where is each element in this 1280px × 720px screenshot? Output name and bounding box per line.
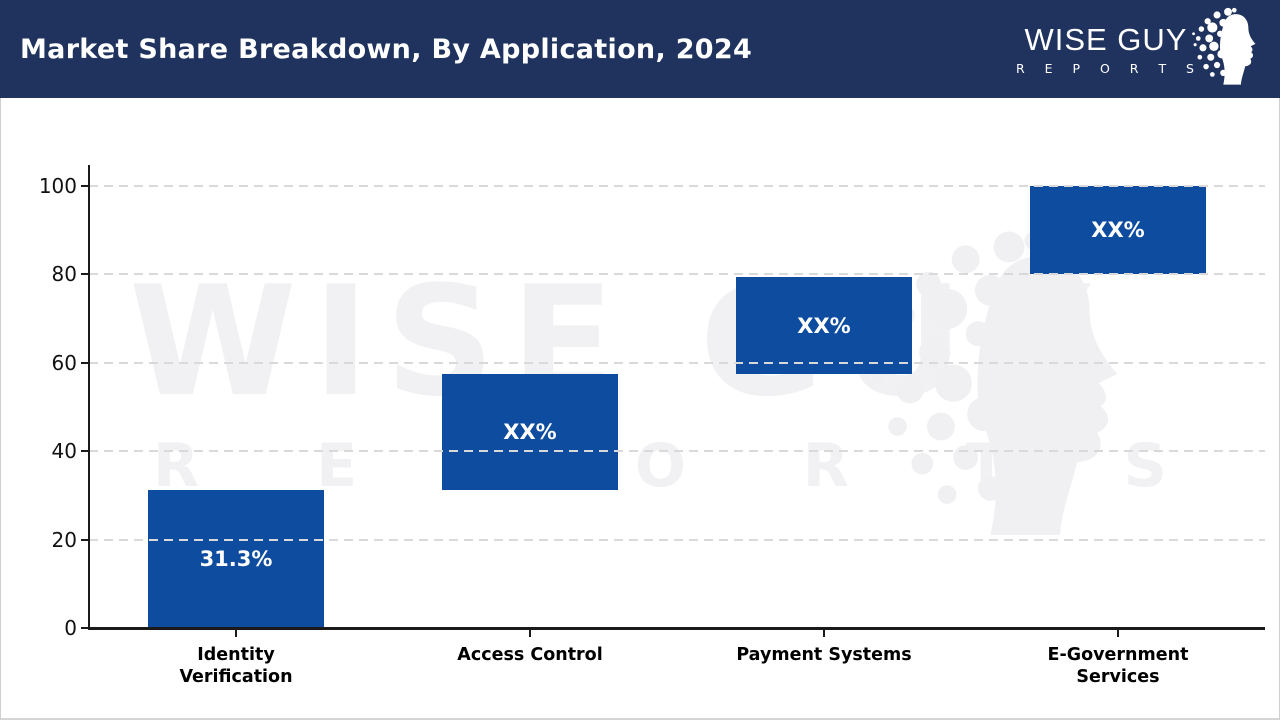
logo-wordmark: WISE GUY	[1024, 22, 1188, 57]
chart-area: WISE GUY R E P O R T S 0 20 40 60 80 100 31.3%…	[0, 98, 1280, 720]
x-axis-line	[88, 627, 1265, 630]
x-axis-category-label: Payment Systems	[736, 645, 912, 665]
header-banner: Market Share Breakdown, By Application, …	[0, 0, 1280, 98]
x-axis-category-label: E-Government Services	[1047, 645, 1189, 687]
y-axis-tick-label: 80	[51, 262, 77, 287]
y-axis-tick-label: 100	[38, 174, 77, 198]
x-axis-tick	[823, 629, 825, 637]
x-axis-tick	[529, 629, 531, 637]
x-axis-tick	[235, 629, 237, 637]
x-axis-category-label: Access Control	[457, 645, 603, 665]
bar-value-label: XX%	[503, 419, 557, 444]
logo-subtext: R E P O R T S	[1015, 61, 1202, 76]
wise-guy-logo: WISE GUY R E P O R T S	[1010, 4, 1268, 94]
x-axis-category-label: Identity Verification	[179, 645, 293, 687]
y-axis-tick	[81, 450, 88, 453]
y-axis-tick-label: 20	[51, 527, 77, 552]
waterfall-bar	[442, 373, 618, 490]
gridline	[89, 361, 1265, 364]
gridline	[89, 185, 1265, 187]
page-title: Market Share Breakdown, By Application, …	[20, 33, 753, 65]
y-axis-tick-label: 40	[51, 439, 77, 464]
gridline	[89, 273, 1265, 276]
waterfall-bar	[736, 277, 912, 374]
x-axis-tick	[1117, 629, 1119, 637]
y-axis-tick	[81, 185, 88, 187]
bar-value-label: 31.3%	[199, 546, 273, 571]
gridline	[89, 538, 1265, 541]
bar-value-label: XX%	[797, 313, 851, 338]
y-axis-tick	[81, 538, 88, 541]
y-axis-line	[88, 165, 90, 630]
y-axis-tick	[81, 361, 88, 364]
y-axis-tick	[81, 627, 88, 629]
waterfall-bar	[1030, 186, 1206, 275]
gridline	[89, 450, 1265, 453]
y-axis-tick	[81, 273, 88, 276]
logo-face-icon	[1188, 4, 1268, 94]
logo-text: WISE GUY R E P O R T S	[1010, 22, 1202, 76]
waterfall-bar	[148, 489, 324, 628]
y-axis-tick-label: 0	[64, 616, 77, 640]
y-axis-tick-label: 60	[51, 350, 77, 375]
bar-value-label: XX%	[1091, 218, 1145, 243]
